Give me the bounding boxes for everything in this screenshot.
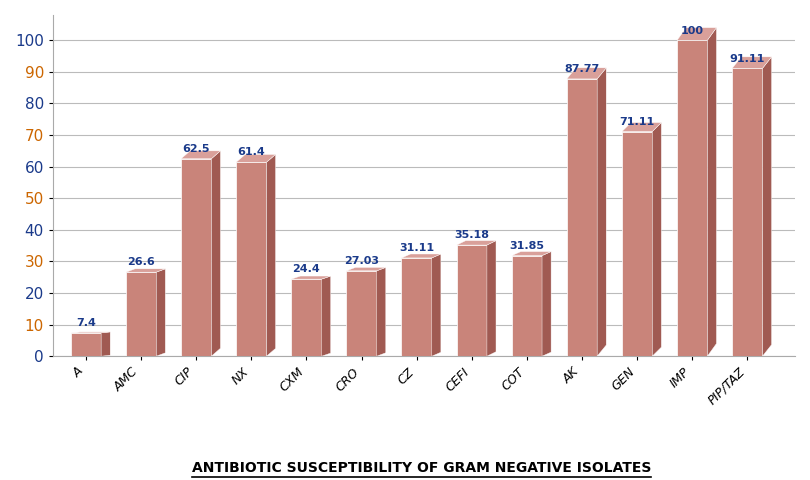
Bar (512, 255, 542, 356)
Text: 31.85: 31.85 (509, 241, 544, 251)
Polygon shape (211, 151, 220, 356)
Polygon shape (292, 276, 330, 279)
Polygon shape (762, 57, 772, 356)
Polygon shape (156, 269, 165, 356)
Polygon shape (402, 254, 441, 258)
Bar (181, 159, 211, 356)
Bar (732, 68, 762, 356)
Polygon shape (707, 28, 717, 356)
Text: 35.18: 35.18 (454, 230, 489, 240)
Text: 24.4: 24.4 (292, 264, 320, 275)
Text: ANTIBIOTIC SUSCEPTIBILITY OF GRAM NEGATIVE ISOLATES: ANTIBIOTIC SUSCEPTIBILITY OF GRAM NEGATI… (191, 461, 651, 475)
Text: 61.4: 61.4 (237, 147, 265, 157)
Polygon shape (542, 252, 551, 356)
Text: 26.6: 26.6 (127, 257, 155, 267)
Bar (677, 40, 707, 356)
Text: 87.77: 87.77 (565, 64, 599, 74)
Polygon shape (322, 276, 330, 356)
Text: 62.5: 62.5 (182, 144, 210, 154)
Text: 31.11: 31.11 (399, 243, 434, 253)
Polygon shape (677, 28, 717, 40)
Polygon shape (622, 122, 661, 132)
Bar (126, 272, 156, 356)
Polygon shape (457, 240, 496, 245)
Text: 91.11: 91.11 (730, 54, 765, 64)
Text: 27.03: 27.03 (344, 256, 379, 266)
Bar (237, 162, 266, 356)
Bar (70, 333, 101, 356)
Bar (622, 132, 652, 356)
Bar (457, 245, 487, 356)
Polygon shape (377, 267, 386, 356)
Polygon shape (70, 332, 110, 333)
Polygon shape (512, 252, 551, 255)
Polygon shape (266, 155, 275, 356)
Text: 7.4: 7.4 (76, 318, 96, 328)
Polygon shape (101, 332, 110, 356)
Polygon shape (652, 122, 661, 356)
Polygon shape (347, 267, 386, 271)
Polygon shape (567, 68, 606, 79)
Polygon shape (487, 240, 496, 356)
Polygon shape (181, 151, 220, 159)
Text: 100: 100 (680, 25, 704, 36)
Text: 71.11: 71.11 (620, 117, 654, 127)
Bar (567, 79, 597, 356)
Polygon shape (432, 254, 441, 356)
Polygon shape (237, 155, 275, 162)
Bar (402, 258, 432, 356)
Polygon shape (732, 57, 772, 68)
Bar (292, 279, 322, 356)
Polygon shape (597, 68, 606, 356)
Bar (347, 271, 377, 356)
Polygon shape (126, 269, 165, 272)
